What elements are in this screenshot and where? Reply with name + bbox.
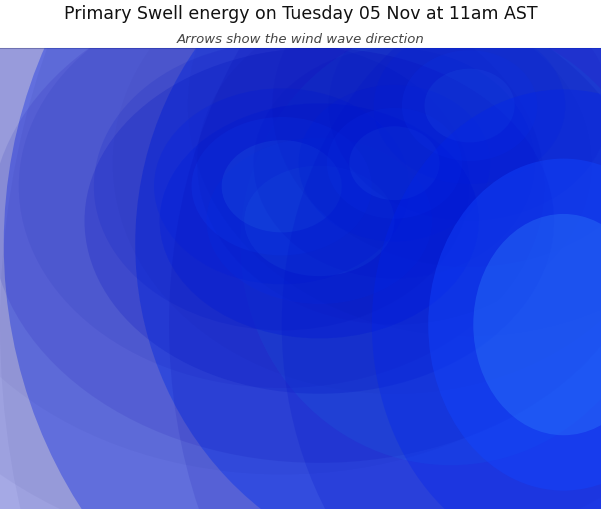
Ellipse shape xyxy=(372,90,601,509)
Ellipse shape xyxy=(299,86,490,242)
Ellipse shape xyxy=(254,49,535,279)
Ellipse shape xyxy=(349,127,439,201)
Text: Primary Swell energy on Tuesday 05 Nov at 11am AST: Primary Swell energy on Tuesday 05 Nov a… xyxy=(64,5,537,23)
Ellipse shape xyxy=(94,43,469,331)
Ellipse shape xyxy=(135,0,601,509)
Ellipse shape xyxy=(160,104,479,339)
Ellipse shape xyxy=(85,49,554,394)
Ellipse shape xyxy=(207,138,432,304)
Ellipse shape xyxy=(0,0,601,463)
Ellipse shape xyxy=(327,109,462,219)
Ellipse shape xyxy=(402,51,537,161)
Ellipse shape xyxy=(329,0,601,221)
Ellipse shape xyxy=(169,0,601,509)
Ellipse shape xyxy=(474,214,601,435)
Ellipse shape xyxy=(240,23,601,465)
Ellipse shape xyxy=(197,3,591,325)
Ellipse shape xyxy=(374,28,566,185)
Ellipse shape xyxy=(19,0,545,388)
Ellipse shape xyxy=(272,0,601,267)
Ellipse shape xyxy=(192,118,372,256)
Ellipse shape xyxy=(244,166,394,276)
Ellipse shape xyxy=(424,70,514,143)
Text: Arrows show the wind wave direction: Arrows show the wind wave direction xyxy=(177,33,424,46)
Ellipse shape xyxy=(282,0,601,509)
Ellipse shape xyxy=(222,141,342,233)
Ellipse shape xyxy=(428,159,601,491)
Ellipse shape xyxy=(154,89,409,285)
Ellipse shape xyxy=(4,0,601,509)
